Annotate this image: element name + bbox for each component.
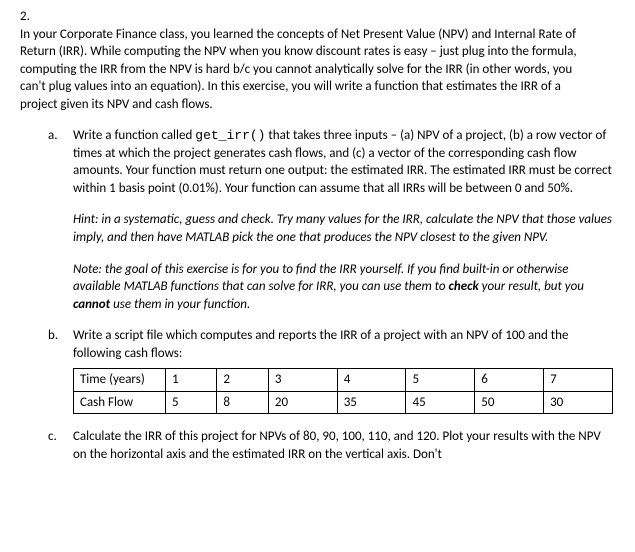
table-cell: 50 bbox=[475, 391, 544, 414]
note-mid: your result, but you bbox=[479, 279, 584, 294]
note-bold-cannot: cannot bbox=[73, 297, 110, 312]
table-cell: 1 bbox=[165, 369, 216, 392]
part-b: b. Write a script file which computes an… bbox=[20, 327, 615, 414]
table-cell: 4 bbox=[337, 369, 406, 392]
part-a-note: Note: the goal of this exercise is for y… bbox=[73, 261, 613, 314]
table-cell-header: Time (years) bbox=[73, 369, 165, 392]
question-intro: In your Corporate Finance class, you lea… bbox=[20, 26, 590, 114]
part-a-label: a. bbox=[48, 127, 70, 145]
part-c-label: c. bbox=[48, 428, 70, 446]
part-c: c. Calculate the IRR of this project for… bbox=[20, 428, 615, 463]
part-a-hint: Hint: in a systematic, guess and check. … bbox=[73, 211, 613, 246]
part-b-content: Write a script file which computes and r… bbox=[73, 327, 613, 414]
part-a-content: Write a function called get_irr() that t… bbox=[73, 127, 613, 313]
part-b-label: b. bbox=[48, 327, 70, 345]
table-cell: 35 bbox=[337, 391, 406, 414]
table-row: Cash Flow 5 8 20 35 45 50 30 bbox=[73, 391, 612, 414]
table-cell: 3 bbox=[268, 369, 337, 392]
cash-flow-table: Time (years) 1 2 3 4 5 6 7 Cash Flow 5 8… bbox=[73, 368, 613, 414]
table-cell: 45 bbox=[406, 391, 475, 414]
table-cell: 6 bbox=[475, 369, 544, 392]
table-cell: 2 bbox=[217, 369, 268, 392]
table-cell: 7 bbox=[544, 369, 613, 392]
note-bold-check: check bbox=[449, 279, 479, 294]
table-cell: 20 bbox=[268, 391, 337, 414]
table-cell-header: Cash Flow bbox=[73, 391, 165, 414]
table-cell: 30 bbox=[544, 391, 613, 414]
table-cell: 5 bbox=[165, 391, 216, 414]
part-c-text: Calculate the IRR of this project for NP… bbox=[73, 428, 613, 463]
table-row: Time (years) 1 2 3 4 5 6 7 bbox=[73, 369, 612, 392]
table-cell: 5 bbox=[406, 369, 475, 392]
part-a: a. Write a function called get_irr() tha… bbox=[20, 127, 615, 313]
table-cell: 8 bbox=[217, 391, 268, 414]
note-post: use them in your function. bbox=[110, 297, 250, 312]
question-block: 2. In your Corporate Finance class, you … bbox=[20, 8, 615, 113]
code-function-name: get_irr() bbox=[195, 128, 265, 143]
part-b-text: Write a script file which computes and r… bbox=[73, 328, 568, 361]
question-number: 2. bbox=[20, 8, 44, 26]
part-a-text-pre: Write a function called bbox=[73, 128, 195, 143]
